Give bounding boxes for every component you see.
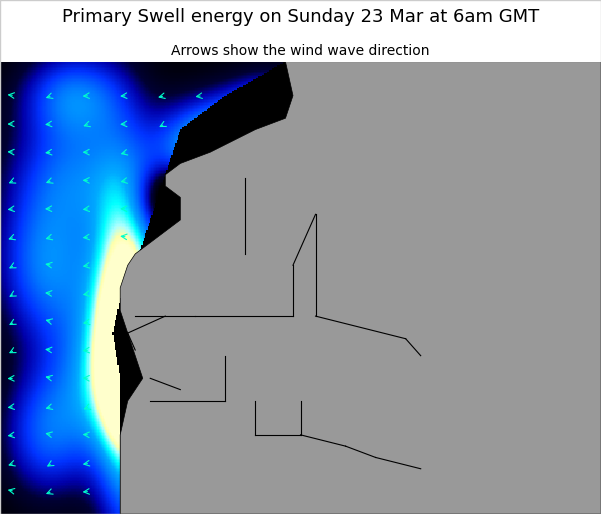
Text: Primary Swell energy on Sunday 23 Mar at 6am GMT: Primary Swell energy on Sunday 23 Mar at… [62, 8, 539, 26]
Text: Arrows show the wind wave direction: Arrows show the wind wave direction [171, 44, 430, 58]
Polygon shape [120, 62, 601, 514]
